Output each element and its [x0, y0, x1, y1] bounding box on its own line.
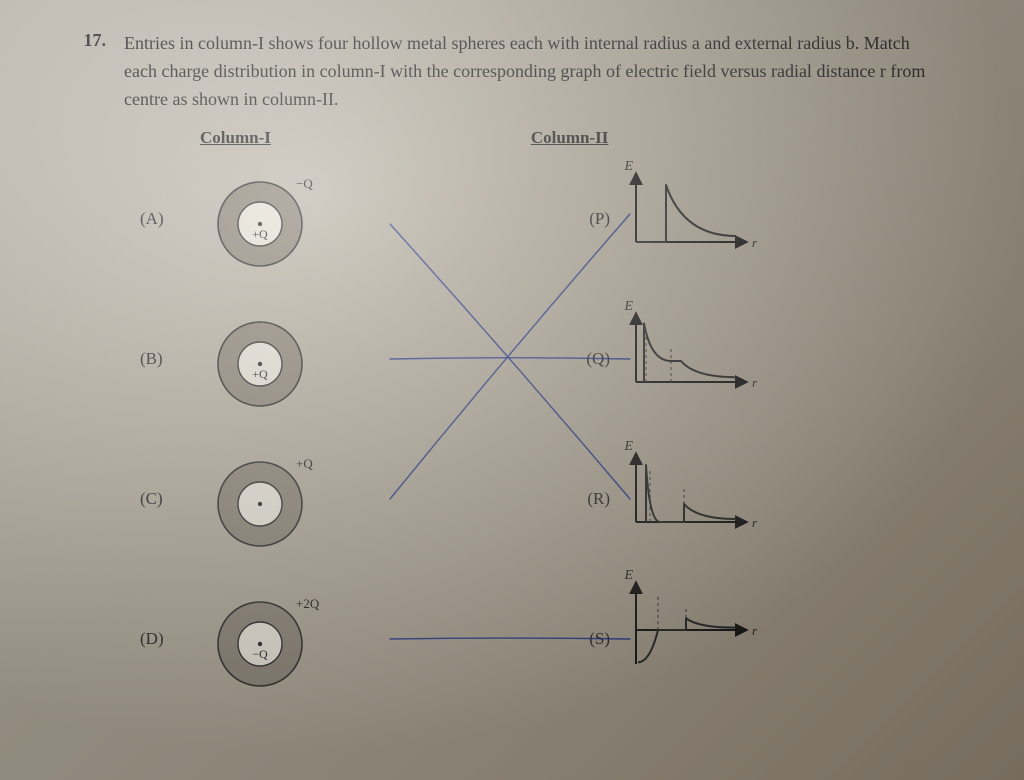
col2-header: Column-II [531, 128, 608, 148]
svg-text:+Q: +Q [296, 456, 313, 471]
sphere-C: +Q [190, 444, 330, 554]
row-D: (D) −Q +2Q (S) Er [140, 584, 1024, 694]
graph-Q: Er [618, 304, 768, 414]
svg-text:−Q: −Q [252, 647, 268, 661]
svg-text:r: r [752, 235, 758, 250]
sphere-B: +Q [190, 304, 330, 414]
col1-header: Column-I [200, 128, 271, 148]
row-B: (B) +Q (Q) Er [140, 304, 1024, 414]
question-number: 17. [80, 30, 106, 114]
svg-text:E: E [623, 568, 633, 583]
match-grid: (A) +Q −Q (P) Er (B) +Q (Q) Er (C) +Q (R)… [140, 154, 944, 694]
column-headers: Column-I Column-II [200, 128, 944, 148]
svg-text:E: E [623, 299, 633, 314]
label-A: (A) [140, 209, 190, 229]
svg-text:+Q: +Q [252, 227, 268, 241]
question-row: 17. Entries in column-I shows four hollo… [80, 30, 944, 114]
label-D: (D) [140, 629, 190, 649]
label-Q: (Q) [570, 349, 618, 369]
sphere-D: −Q +2Q [190, 584, 330, 694]
svg-text:+Q: +Q [252, 367, 268, 381]
label-B: (B) [140, 349, 190, 369]
svg-text:r: r [752, 623, 758, 638]
svg-text:+2Q: +2Q [296, 596, 320, 611]
row-C: (C) +Q (R) Er [140, 444, 1024, 554]
svg-text:−Q: −Q [296, 176, 313, 191]
svg-text:r: r [752, 375, 758, 390]
svg-text:E: E [623, 159, 633, 174]
question-text: Entries in column-I shows four hollow me… [124, 30, 944, 114]
svg-text:r: r [752, 515, 758, 530]
label-P: (P) [570, 209, 618, 229]
label-C: (C) [140, 489, 190, 509]
svg-text:E: E [623, 439, 633, 454]
row-A: (A) +Q −Q (P) Er [140, 164, 1024, 274]
label-S: (S) [570, 629, 618, 649]
sphere-A: +Q −Q [190, 164, 330, 274]
graph-R: Er [618, 444, 768, 554]
page: 17. Entries in column-I shows four hollo… [0, 0, 1024, 780]
graph-S: Er [618, 584, 768, 694]
label-R: (R) [570, 489, 618, 509]
graph-P: Er [618, 164, 768, 274]
